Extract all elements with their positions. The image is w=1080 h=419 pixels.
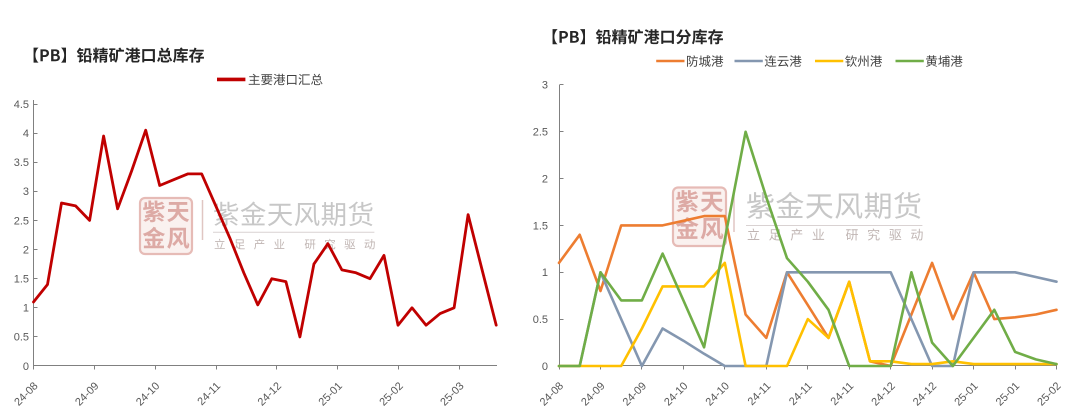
svg-text:3: 3: [542, 80, 548, 92]
svg-text:1.5: 1.5: [533, 220, 548, 232]
svg-text:1: 1: [542, 267, 548, 279]
svg-text:4.5: 4.5: [14, 99, 29, 111]
svg-text:2: 2: [23, 244, 29, 256]
svg-text:3.5: 3.5: [14, 157, 29, 169]
svg-text:4: 4: [23, 128, 29, 140]
svg-text:2.5: 2.5: [533, 127, 548, 139]
svg-text:0: 0: [23, 361, 29, 373]
svg-text:2.5: 2.5: [14, 215, 29, 227]
svg-text:1.5: 1.5: [14, 273, 29, 285]
svg-text:0.5: 0.5: [533, 314, 548, 326]
svg-text:1: 1: [23, 303, 29, 315]
svg-text:3: 3: [23, 186, 29, 198]
svg-text:0.5: 0.5: [14, 332, 29, 344]
svg-text:0: 0: [542, 361, 548, 373]
svg-text:2: 2: [542, 173, 548, 185]
